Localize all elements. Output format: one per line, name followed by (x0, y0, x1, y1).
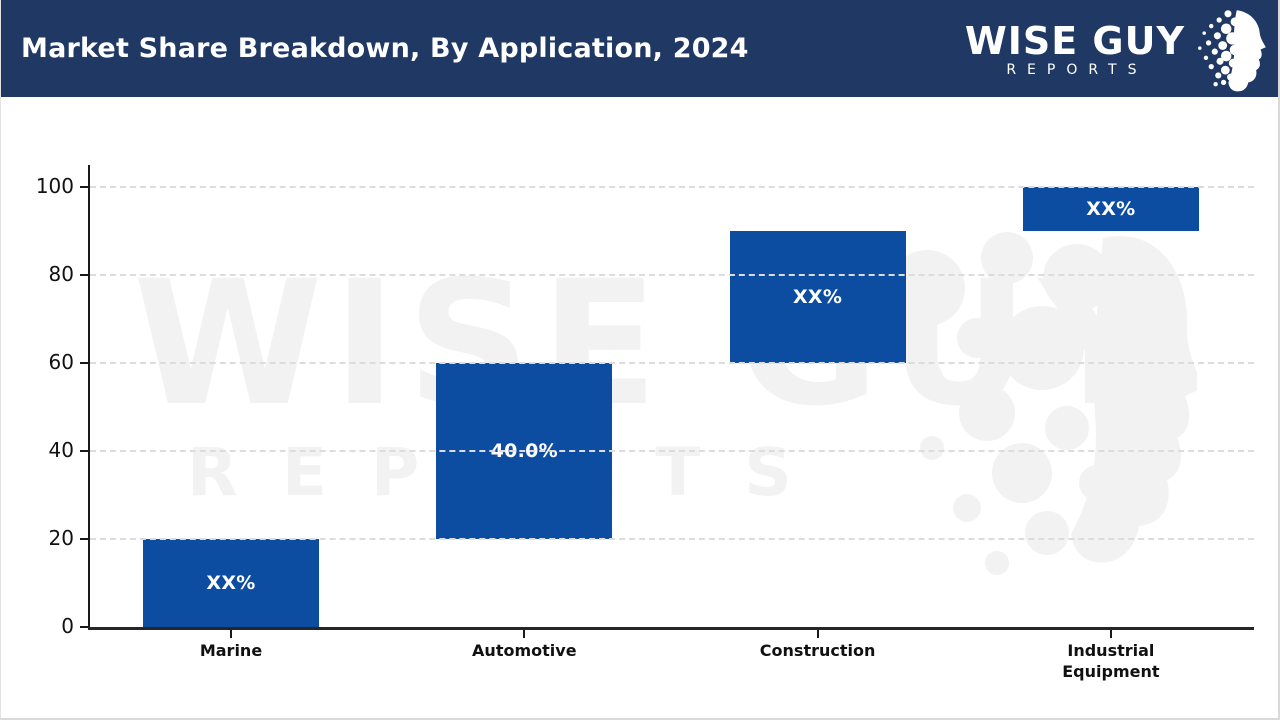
y-tick-label: 100 (35, 174, 74, 198)
x-axis-tick (1109, 630, 1112, 638)
x-category-label: Industrial Equipment (1062, 641, 1160, 681)
brand-logo: WISE GUY REPORTS (965, 5, 1267, 93)
y-axis-tick (80, 362, 88, 364)
bar-marine: XX% (143, 539, 319, 627)
brand-logo-text: WISE GUY REPORTS (965, 21, 1185, 78)
x-axis-tick (230, 630, 232, 638)
y-tick-label: 80 (48, 262, 74, 286)
bar-value-label: XX% (206, 572, 256, 594)
y-axis-tick (80, 538, 88, 540)
gridline (90, 538, 1254, 540)
x-axis (88, 627, 1254, 630)
gridline (90, 362, 1254, 364)
bar-construction: XX% (729, 231, 906, 363)
y-tick-label: 40 (48, 438, 74, 462)
brand-logo-subtitle: REPORTS (1006, 62, 1148, 78)
y-axis-tick (80, 186, 88, 188)
y-tick-label: 20 (48, 526, 74, 550)
y-axis-tick (80, 274, 88, 276)
y-axis-tick (80, 626, 88, 628)
y-tick-label: 60 (48, 350, 74, 374)
header-bar: Market Share Breakdown, By Application, … (1, 0, 1278, 97)
x-axis-tick (523, 630, 526, 638)
brand-logo-wordmark: WISE GUY (964, 19, 1185, 63)
x-category-label: Marine (199, 641, 263, 660)
bar-value-label: XX% (792, 286, 843, 308)
watermark-head-dots-graphic (889, 232, 1197, 575)
x-axis-tick (816, 630, 819, 638)
gridline (90, 186, 1254, 188)
y-axis-tick (80, 450, 88, 452)
gridline (90, 450, 1254, 452)
bar-industrial-equipment: XX% (1022, 187, 1199, 231)
gridline (90, 274, 1254, 276)
brand-head-icon (1198, 9, 1266, 91)
y-axis (88, 165, 90, 628)
x-category-label: Automotive (472, 641, 577, 660)
x-category-label: Construction (759, 641, 876, 660)
y-tick-label: 0 (61, 614, 74, 638)
page-title: Market Share Breakdown, By Application, … (21, 33, 749, 64)
bar-value-label: XX% (1086, 198, 1136, 220)
